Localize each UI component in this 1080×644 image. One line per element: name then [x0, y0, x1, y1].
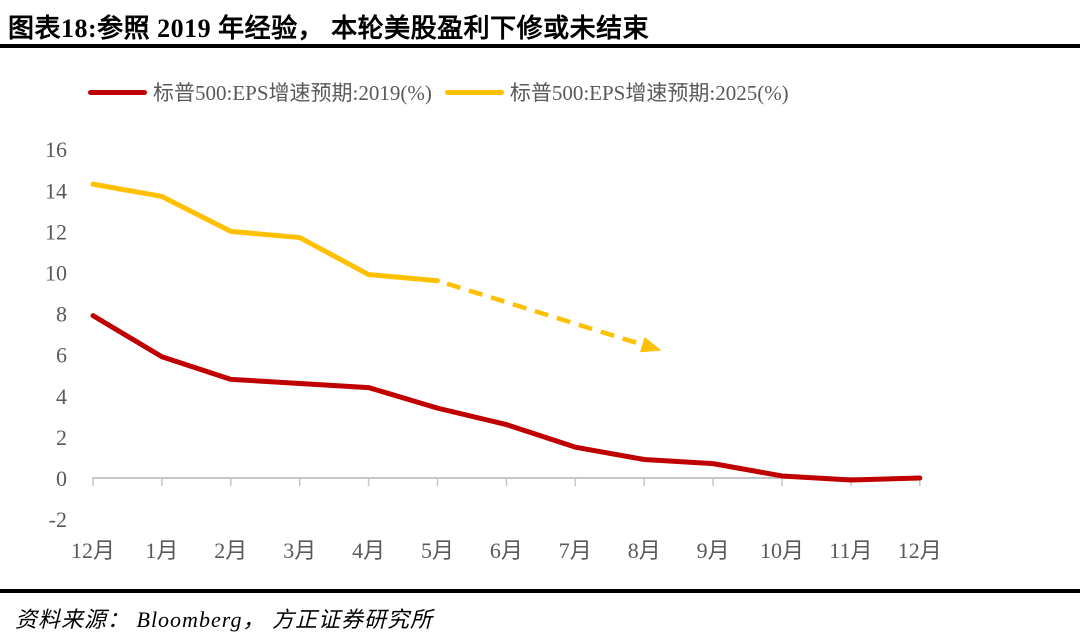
- y-axis-label: 12: [45, 219, 67, 244]
- x-axis-label: 8月: [628, 538, 661, 563]
- y-axis-label: 6: [56, 343, 67, 368]
- y-axis-label: 4: [56, 384, 67, 409]
- x-axis-label: 11月: [829, 538, 872, 563]
- legend-swatch-red-line: [88, 89, 147, 95]
- legend-item-2019: 标普500:EPS增速预期:2019(%): [88, 77, 432, 107]
- source-note: 资料来源： Bloomberg， 方正证券研究所: [15, 607, 433, 632]
- y-axis-label: -2: [49, 507, 67, 532]
- x-axis-label: 4月: [352, 538, 385, 563]
- series-line-0: [90, 313, 923, 483]
- y-axis-label: 16: [45, 137, 67, 162]
- y-axis-label: 2: [56, 425, 67, 450]
- x-axis-label: 10月: [760, 538, 804, 563]
- x-axis-label: 7月: [559, 538, 592, 563]
- figure-title: 图表18:参照 2019 年经验， 本轮美股盈利下修或未结束: [8, 14, 650, 43]
- projection-arrowhead-icon: [639, 336, 662, 353]
- footer-divider: [0, 589, 1080, 593]
- x-axis-label: 12月: [71, 538, 115, 563]
- series-line-1: [90, 181, 440, 284]
- legend-swatch-yellow-line: [444, 89, 504, 95]
- y-axis-label: 0: [56, 466, 67, 491]
- x-axis-label: 3月: [283, 538, 316, 563]
- x-axis-label: 6月: [490, 538, 523, 563]
- legend-label-2019: 标普500:EPS增速预期:2019(%): [153, 81, 432, 105]
- y-axis-label: 8: [56, 302, 67, 327]
- chart-legend: 标普500:EPS增速预期:2019(%) 标普500:EPS增速预期:2025…: [88, 79, 789, 105]
- x-axis-label: 9月: [697, 538, 730, 563]
- title-divider: [0, 44, 1080, 48]
- y-axis-label: 10: [45, 261, 67, 286]
- x-axis-label: 2月: [214, 538, 247, 563]
- projection-dashed-line: [446, 281, 642, 347]
- x-axis-label: 1月: [145, 538, 178, 563]
- legend-label-2025: 标普500:EPS增速预期:2025(%): [509, 81, 789, 105]
- legend-item-2025: 标普500:EPS增速预期:2025(%): [444, 77, 789, 107]
- x-axis-label: 5月: [421, 538, 454, 563]
- y-axis-label: 14: [45, 178, 67, 203]
- x-axis-label: 12月: [898, 538, 942, 563]
